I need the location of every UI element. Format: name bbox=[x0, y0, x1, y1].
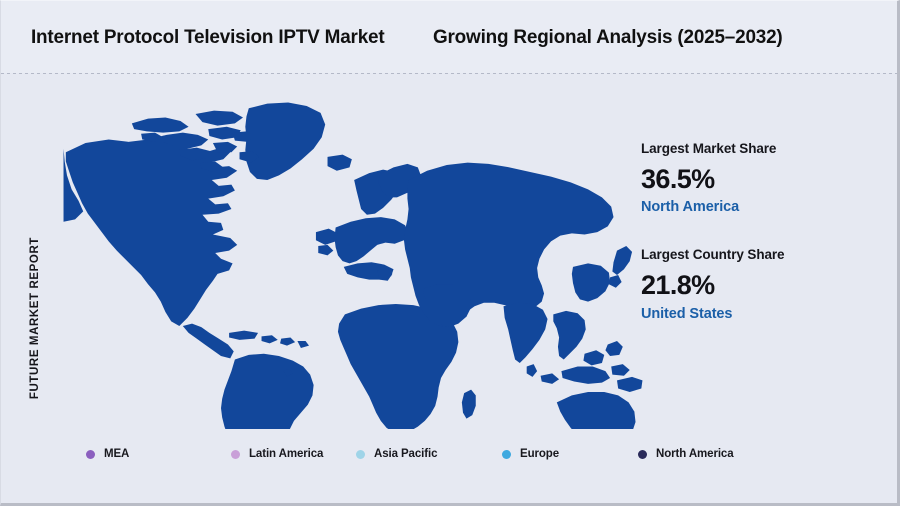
header-bar: Internet Protocol Television IPTV Market… bbox=[1, 1, 897, 73]
stat-region: United States bbox=[641, 305, 733, 322]
legend-item-north-america[interactable]: North America bbox=[638, 448, 734, 460]
stat-label: Largest Market Share bbox=[641, 141, 777, 156]
legend-dot-mea bbox=[86, 449, 95, 459]
legend-label: Europe bbox=[520, 448, 560, 460]
legend-label: MEA bbox=[104, 448, 130, 460]
legend-item-mea[interactable]: MEA bbox=[86, 448, 231, 460]
legend-label: North America bbox=[656, 448, 734, 460]
stat-value: 36.5% bbox=[641, 164, 715, 194]
stat-block-country-share: Largest Country Share 21.8% United State… bbox=[641, 247, 881, 321]
title-secondary: Growing Regional Analysis (2025–2032) bbox=[433, 25, 783, 48]
stat-block-market-share: Largest Market Share 36.5% North America bbox=[641, 141, 881, 215]
legend-dot-latin-america bbox=[231, 449, 240, 459]
map-legend: MEA Latin America Asia Pacific Europe No… bbox=[86, 448, 786, 460]
legend-label: Latin America bbox=[249, 448, 324, 460]
world-map-svg bbox=[63, 102, 643, 429]
stats-panel: Largest Market Share 36.5% North America… bbox=[641, 141, 881, 354]
legend-item-asia-pacific[interactable]: Asia Pacific bbox=[356, 448, 502, 460]
page-title: Internet Protocol Television IPTV Market… bbox=[31, 26, 794, 49]
legend-dot-asia-pacific bbox=[356, 449, 365, 459]
legend-dot-europe bbox=[502, 449, 511, 459]
legend-dot-north-america bbox=[638, 449, 647, 459]
title-primary: Internet Protocol Television IPTV Market bbox=[31, 25, 385, 48]
stat-value: 21.8% bbox=[641, 270, 715, 301]
legend-item-latin-america[interactable]: Latin America bbox=[231, 448, 356, 460]
stat-region: North America bbox=[641, 199, 740, 216]
legend-item-europe[interactable]: Europe bbox=[502, 448, 638, 460]
header-divider bbox=[1, 73, 897, 74]
brand-vertical-label: FUTURE MARKET REPORT bbox=[29, 237, 41, 400]
stat-label: Largest Country Share bbox=[641, 247, 785, 263]
legend-label: Asia Pacific bbox=[374, 448, 438, 460]
world-map bbox=[63, 99, 643, 429]
world-map-landmass bbox=[63, 102, 643, 429]
